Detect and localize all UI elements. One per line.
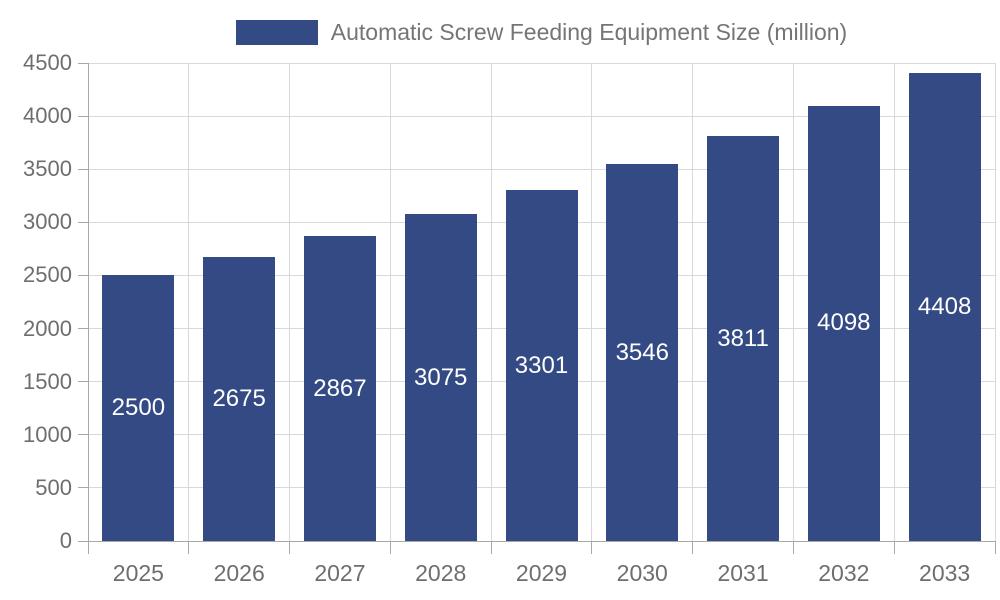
y-axis-tick-label: 0	[59, 528, 72, 553]
bar-value-label: 3075	[414, 363, 468, 391]
horizontal-gridline	[88, 168, 995, 170]
bar: 2867	[303, 236, 376, 541]
vertical-gridline	[591, 63, 593, 541]
vertical-gridline	[994, 63, 996, 541]
y-axis-tick	[78, 434, 88, 436]
y-axis-tick-label: 2500	[23, 262, 72, 288]
y-axis-tick-label: 4000	[23, 103, 72, 129]
bar-value-label: 4098	[817, 309, 871, 337]
y-axis-tick-label: 500	[35, 474, 72, 500]
vertical-gridline	[490, 63, 492, 541]
bar: 3301	[505, 190, 578, 541]
bar: 3075	[404, 214, 477, 541]
x-axis-tick-label: 2031	[717, 560, 769, 586]
bar: 4408	[908, 72, 981, 541]
x-axis-tick-label: 2026	[213, 560, 265, 586]
x-axis-tick-label: 2025	[112, 560, 164, 586]
bar-value-label: 3811	[717, 324, 769, 352]
vertical-gridline	[792, 63, 794, 541]
bar-value-label: 3546	[615, 338, 669, 366]
y-axis-tick	[78, 381, 88, 383]
x-axis-tick-label: 2033	[919, 560, 971, 586]
bar: 2675	[203, 256, 276, 541]
x-axis-tick	[692, 541, 694, 554]
bar: 3811	[707, 136, 780, 541]
y-axis-tick	[78, 328, 88, 330]
x-axis-tick	[792, 541, 794, 554]
horizontal-gridline	[88, 115, 995, 117]
y-axis-tick	[78, 274, 88, 276]
x-axis-tick	[994, 541, 996, 554]
bar-value-label: 2867	[313, 374, 367, 402]
x-axis-tick	[87, 541, 89, 554]
y-axis-tick	[78, 168, 88, 170]
y-axis-tick	[78, 221, 88, 223]
legend[interactable]: Automatic Screw Feeding Equipment Size (…	[88, 19, 995, 46]
x-axis-tick-label: 2028	[415, 560, 467, 586]
vertical-gridline	[389, 63, 391, 541]
vertical-gridline	[289, 63, 291, 541]
x-axis-tick	[389, 541, 391, 554]
x-axis-tick	[188, 541, 190, 554]
y-axis-tick-label: 1500	[23, 368, 72, 394]
y-axis-tick	[78, 540, 88, 542]
y-axis-tick-label: 2000	[23, 315, 72, 341]
bar: 3546	[606, 164, 679, 541]
x-axis-tick-label: 2027	[314, 560, 366, 586]
vertical-gridline	[692, 63, 694, 541]
y-axis-tick-label: 1000	[23, 421, 72, 447]
x-axis-tick	[289, 541, 291, 554]
bar-value-label: 2500	[111, 394, 166, 422]
x-axis-line	[78, 540, 995, 542]
legend-swatch[interactable]	[235, 20, 318, 45]
y-axis-tick-label: 4500	[23, 50, 72, 75]
vertical-gridline	[893, 63, 895, 541]
y-axis-tick	[78, 487, 88, 489]
y-axis-tick-label: 3000	[23, 209, 72, 235]
horizontal-gridline	[88, 62, 995, 64]
y-axis-tick	[78, 115, 88, 117]
bar-value-label: 3301	[514, 351, 569, 379]
x-axis-tick-label: 2032	[818, 560, 870, 586]
vertical-gridline	[188, 63, 190, 541]
x-axis-tick	[591, 541, 593, 554]
x-axis-tick	[893, 541, 895, 554]
bar: 2500	[102, 275, 175, 541]
legend-label[interactable]: Automatic Screw Feeding Equipment Size (…	[330, 19, 848, 45]
y-axis-tick	[78, 62, 88, 64]
x-axis-tick-label: 2030	[616, 560, 668, 586]
bar-value-label: 4408	[917, 292, 972, 320]
y-axis-line	[87, 63, 89, 541]
bar: 4098	[807, 105, 880, 541]
y-axis-tick-label: 3500	[23, 156, 72, 182]
x-axis-tick	[490, 541, 492, 554]
bar-value-label: 2675	[212, 384, 266, 412]
x-axis-tick-label: 2029	[515, 560, 568, 586]
